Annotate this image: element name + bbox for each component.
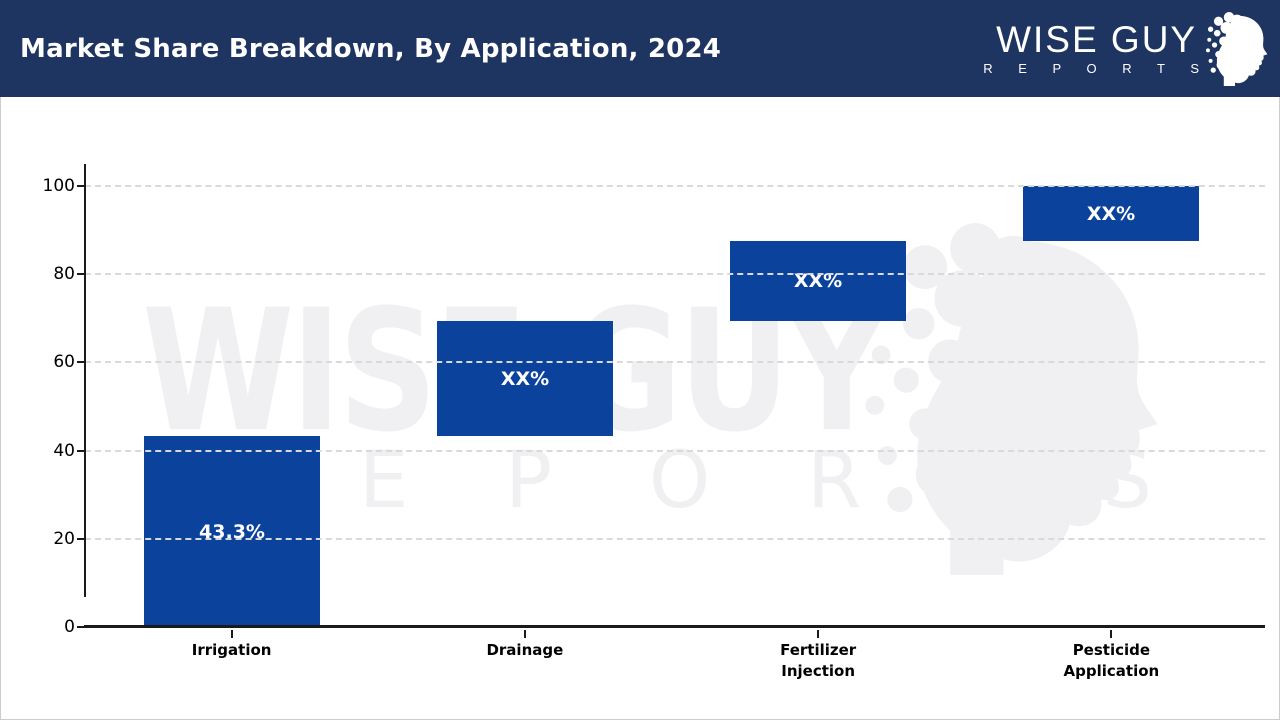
- y-tick-label-60: 60: [53, 352, 75, 373]
- y-tick-0: [77, 626, 85, 628]
- bar-value-label: XX%: [793, 270, 843, 292]
- gridline-60: [85, 361, 1265, 364]
- y-tick-label-40: 40: [53, 440, 75, 461]
- x-tick-label-3: Pesticide Application: [1063, 641, 1160, 680]
- bar-drainage: XX%: [437, 321, 613, 436]
- bar-value-label: XX%: [500, 367, 550, 390]
- x-tick-label-1: Drainage: [486, 641, 564, 659]
- bar-pesticide-application: XX%: [1023, 186, 1199, 241]
- x-axis-spine: [84, 625, 1265, 628]
- gridline-20: [85, 537, 1265, 540]
- logo-wordmark: WISE GUY: [996, 19, 1198, 60]
- wise-guy-head-icon: [1205, 11, 1268, 86]
- y-tick-40: [77, 449, 85, 452]
- gridline-100: [85, 185, 1265, 187]
- y-axis-spine: [84, 164, 86, 597]
- wise-guy-logo: WISE GUY R E P O R T S: [983, 11, 1280, 87]
- y-tick-label-0: 0: [64, 617, 75, 637]
- y-tick-80: [77, 273, 85, 276]
- y-tick-label-80: 80: [53, 264, 75, 285]
- y-tick-60: [77, 361, 85, 364]
- page-title: Market Share Breakdown, By Application, …: [20, 33, 722, 64]
- x-tick-label-0: Irrigation: [191, 641, 272, 659]
- header-bar: Market Share Breakdown, By Application, …: [0, 0, 1280, 97]
- x-tick-1: [524, 630, 526, 638]
- gridline-40: [85, 449, 1265, 452]
- x-tick-0: [231, 630, 233, 638]
- y-tick-label-20: 20: [53, 528, 75, 549]
- logo-text: WISE GUY R E P O R T S: [983, 21, 1210, 76]
- y-tick-label-100: 100: [42, 176, 75, 196]
- x-tick-2: [817, 630, 819, 638]
- bar-irrigation: 43.3%: [144, 436, 320, 627]
- x-tick-3: [1110, 630, 1112, 638]
- logo-subtitle: R E P O R T S: [983, 61, 1210, 76]
- gridline-80: [85, 273, 1265, 276]
- y-tick-20: [77, 537, 85, 540]
- y-tick-100: [77, 185, 85, 187]
- bar-value-label: XX%: [1086, 202, 1136, 225]
- bar-value-label: 43.3%: [199, 520, 265, 543]
- chart-plot-area: 0 20 40 60 80 100 43.3% Irrigation XX% Drainage XX…: [0, 97, 1280, 720]
- x-tick-label-2: Fertilizer Injection: [780, 641, 857, 680]
- bar-fertilizer-injection: XX%: [730, 241, 906, 321]
